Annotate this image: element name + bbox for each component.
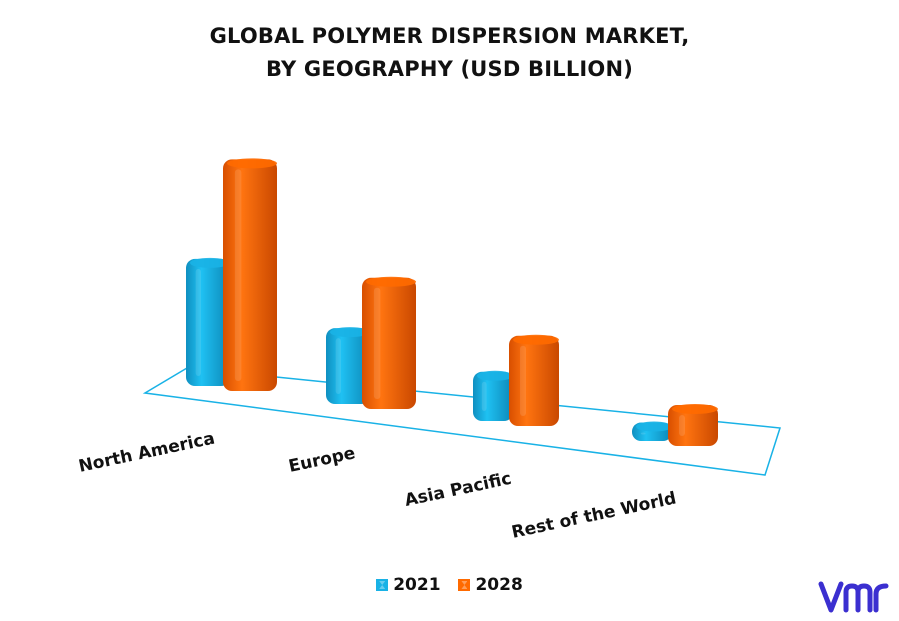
bar-asia-pacific-2028 xyxy=(509,334,559,426)
bar-top-cap xyxy=(227,158,277,169)
chart-title-line-1: GLOBAL POLYMER DISPERSION MARKET, xyxy=(209,24,690,48)
bar-europe-2021 xyxy=(326,327,370,404)
vmr-logo-icon xyxy=(818,581,889,613)
bar-highlight xyxy=(640,432,646,435)
bar-highlight xyxy=(481,381,487,411)
legend-swatch-2028 xyxy=(458,579,471,591)
legend: 2021 2028 xyxy=(0,575,899,596)
bars-layer xyxy=(186,158,718,446)
bar-body xyxy=(668,405,718,446)
bar-europe-2028 xyxy=(362,276,416,409)
bar-rest-of-the-world-2021 xyxy=(632,421,672,441)
bar-body xyxy=(473,371,513,421)
bar-highlight xyxy=(335,338,341,394)
bar-top-cap xyxy=(636,421,672,432)
bar-body xyxy=(326,328,370,404)
bar-highlight xyxy=(373,287,381,399)
bar-rest-of-the-world-2028 xyxy=(668,404,718,446)
bar-top-cap xyxy=(477,370,513,381)
chart-title: GLOBAL POLYMER DISPERSION MARKET, BY GEO… xyxy=(0,20,899,86)
legend-swatch-2021 xyxy=(376,579,389,591)
bar-top-cap xyxy=(672,404,718,414)
legend-label-2021: 2021 xyxy=(393,575,441,595)
category-label-europe: Europe xyxy=(287,443,357,477)
bar-body xyxy=(186,258,230,386)
legend-item-2028: 2028 xyxy=(458,575,523,595)
bar-top-cap xyxy=(513,334,559,345)
category-label-asia-pacific: Asia Pacific xyxy=(403,469,513,511)
bar-body xyxy=(509,335,559,426)
bar-highlight xyxy=(520,345,526,416)
bar-top-cap xyxy=(330,327,370,338)
bar-top-cap xyxy=(190,257,230,268)
category-label-rest-of-the-world: Rest of the World xyxy=(510,488,678,542)
bar-asia-pacific-2021 xyxy=(473,370,513,421)
bar-north-america-2028 xyxy=(223,158,277,391)
bar-north-america-2021 xyxy=(186,257,230,386)
legend-label-2028: 2028 xyxy=(475,575,523,595)
chart-title-line-2: BY GEOGRAPHY (USD BILLION) xyxy=(265,57,634,81)
bar-body xyxy=(223,159,277,391)
bar-highlight xyxy=(234,169,242,381)
bar-top-cap xyxy=(366,276,416,287)
category-label-north-america: North America xyxy=(77,429,217,477)
bar-highlight xyxy=(679,415,685,436)
bar-highlight xyxy=(195,268,201,376)
bar-body xyxy=(362,277,416,409)
chart-floor xyxy=(142,367,781,476)
legend-item-2021: 2021 xyxy=(376,575,441,595)
